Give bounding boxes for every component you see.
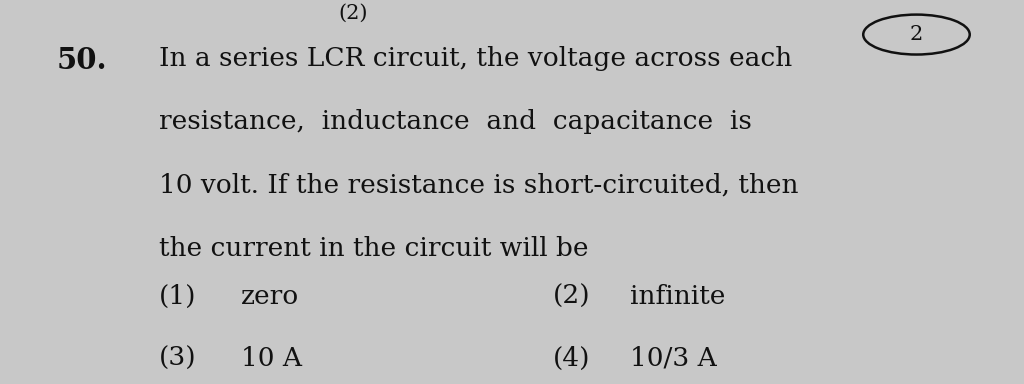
Text: infinite: infinite (630, 284, 725, 309)
Text: 10 A: 10 A (241, 346, 302, 371)
Text: 2: 2 (910, 25, 923, 44)
Text: (2): (2) (553, 284, 591, 309)
Text: (3): (3) (159, 346, 197, 371)
Text: 10/3 A: 10/3 A (630, 346, 717, 371)
Text: 50.: 50. (56, 46, 106, 75)
Text: (2): (2) (339, 4, 368, 23)
Text: 10 volt. If the resistance is short-circuited, then: 10 volt. If the resistance is short-circ… (159, 173, 799, 198)
Text: (1): (1) (159, 284, 197, 309)
Text: resistance,  inductance  and  capacitance  is: resistance, inductance and capacitance i… (159, 109, 752, 134)
Text: (4): (4) (553, 346, 591, 371)
Text: In a series LCR circuit, the voltage across each: In a series LCR circuit, the voltage acr… (159, 46, 792, 71)
Text: zero: zero (241, 284, 299, 309)
Text: the current in the circuit will be: the current in the circuit will be (159, 236, 588, 261)
